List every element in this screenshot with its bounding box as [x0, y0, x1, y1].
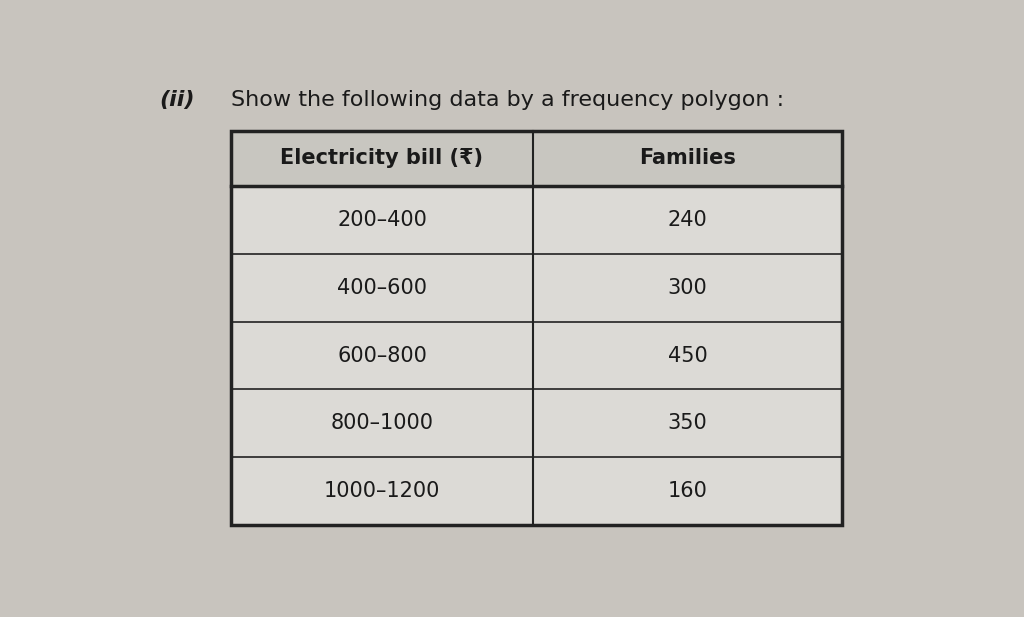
Text: (ii): (ii) — [160, 90, 196, 110]
Text: 300: 300 — [668, 278, 708, 297]
Text: 450: 450 — [668, 346, 708, 365]
Text: 400–600: 400–600 — [337, 278, 427, 297]
Text: 160: 160 — [668, 481, 708, 502]
Text: 1000–1200: 1000–1200 — [324, 481, 440, 502]
Text: 350: 350 — [668, 413, 708, 434]
Text: Electricity bill (₹): Electricity bill (₹) — [281, 148, 483, 168]
Text: 800–1000: 800–1000 — [331, 413, 433, 434]
Bar — [231, 131, 842, 186]
Bar — [231, 131, 842, 526]
Text: Show the following data by a frequency polygon :: Show the following data by a frequency p… — [231, 90, 784, 110]
Bar — [231, 131, 842, 526]
Text: 600–800: 600–800 — [337, 346, 427, 365]
Text: Families: Families — [639, 148, 736, 168]
Text: 240: 240 — [668, 210, 708, 230]
Text: 200–400: 200–400 — [337, 210, 427, 230]
